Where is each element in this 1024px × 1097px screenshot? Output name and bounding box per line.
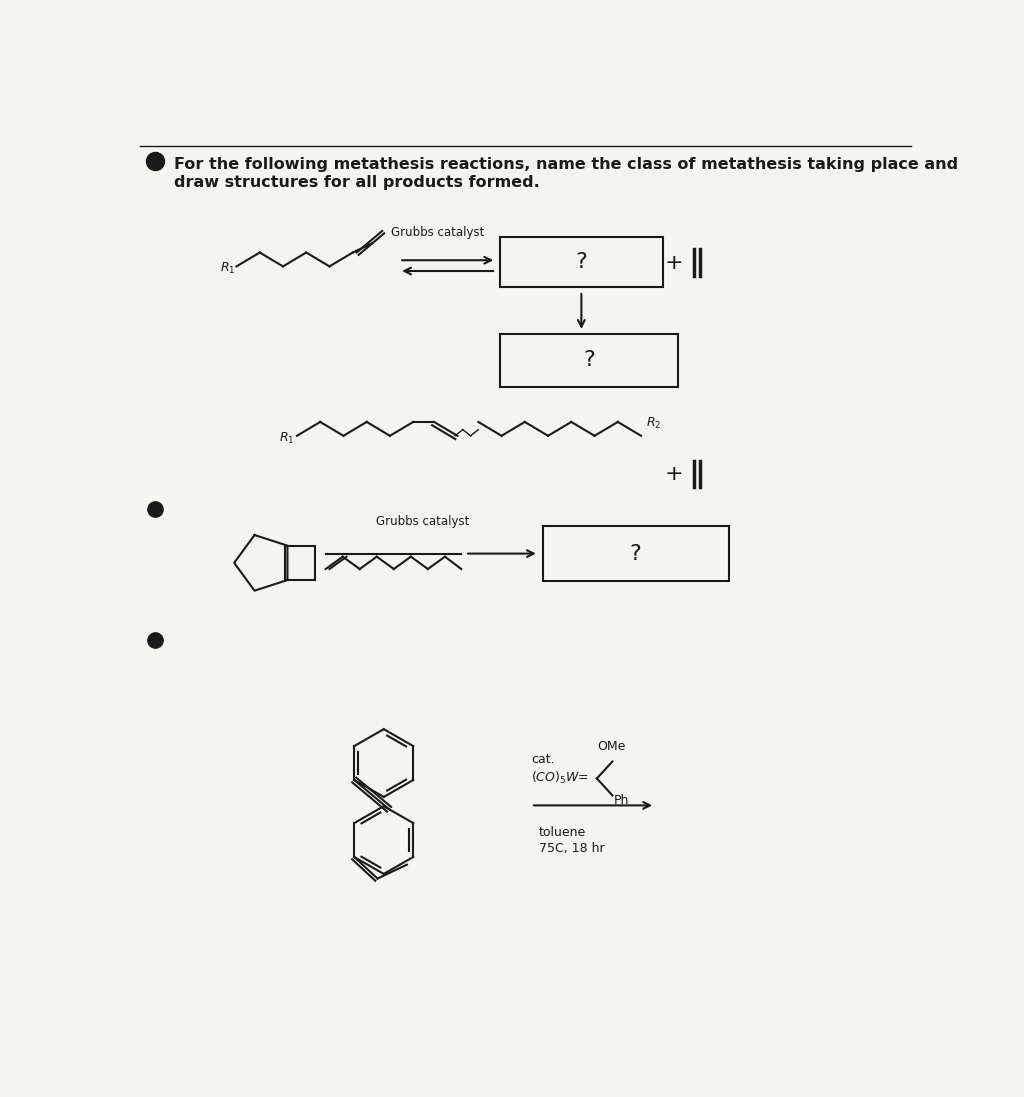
Text: cat.: cat.: [531, 753, 555, 766]
Text: ?: ?: [630, 544, 641, 564]
Text: $(CO)_5W$=: $(CO)_5W$=: [531, 770, 589, 787]
Bar: [286, 546, 314, 580]
Text: OMe: OMe: [597, 739, 626, 753]
Text: ?: ?: [575, 252, 587, 272]
Text: For the following metathesis reactions, name the class of metathesis taking plac: For the following metathesis reactions, …: [174, 157, 958, 172]
Bar: [500, 237, 663, 287]
Text: Ph: Ph: [614, 793, 630, 806]
Bar: [500, 335, 678, 386]
Text: $R_1$: $R_1$: [219, 261, 234, 276]
Text: 75C, 18 hr: 75C, 18 hr: [539, 841, 604, 855]
Bar: [543, 525, 729, 581]
Text: $R_2$: $R_2$: [646, 416, 662, 431]
Text: draw structures for all products formed.: draw structures for all products formed.: [174, 174, 541, 190]
Text: Grubbs catalyst: Grubbs catalyst: [376, 516, 469, 528]
Text: +: +: [665, 464, 684, 484]
Text: ?: ?: [584, 350, 595, 371]
Text: +: +: [665, 252, 684, 272]
Text: toluene: toluene: [539, 826, 586, 839]
Text: $R_1$: $R_1$: [280, 430, 295, 445]
Text: Grubbs catalyst: Grubbs catalyst: [391, 226, 484, 239]
